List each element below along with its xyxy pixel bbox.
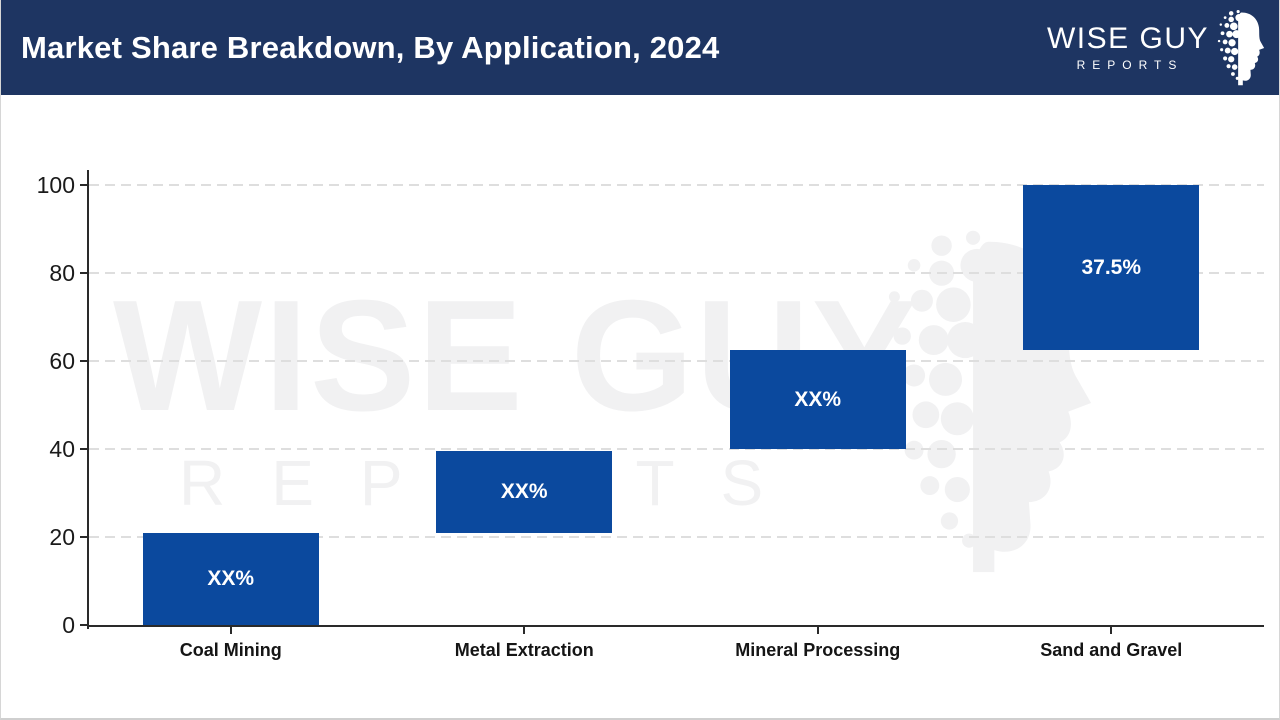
bar-value-label: XX% [500, 479, 548, 503]
y-tick-0 [80, 624, 87, 626]
logo-subtext: REPORTS [1076, 58, 1184, 72]
x-tick-3 [816, 627, 819, 634]
x-category-label: Mineral Processing [735, 640, 901, 660]
logo-text: WISE GUY REPORTS [1046, 22, 1209, 72]
bar-value-label: XX% [794, 387, 842, 411]
x-tick-1 [229, 627, 232, 634]
bar-coal-mining: XX% [142, 532, 319, 625]
gridline-100 [89, 184, 1264, 186]
y-tick-label-60: 60 [49, 348, 75, 374]
dots-face-icon [1217, 9, 1265, 85]
y-tick-60 [80, 360, 87, 362]
y-tick-label-100: 100 [36, 172, 75, 198]
bar-value-label: XX% [207, 566, 255, 590]
gridline-40 [89, 448, 1264, 450]
x-axis-line [87, 625, 1264, 627]
bar-sand-and-gravel: 37.5% [1023, 185, 1200, 350]
y-tick-80 [80, 272, 87, 274]
x-tick-4 [1110, 627, 1113, 634]
header: Market Share Breakdown, By Application, … [1, 0, 1279, 95]
x-tick-2 [523, 627, 526, 634]
bar-metal-extraction: XX% [436, 451, 613, 533]
x-category-label: Sand and Gravel [1040, 640, 1183, 660]
bar-value-label: 37.5% [1081, 255, 1142, 279]
logo-wordmark: WISE GUY [1046, 22, 1209, 55]
y-tick-100 [80, 184, 87, 186]
wise-guy-logo: WISE GUY REPORTS [1047, 7, 1265, 89]
y-tick-40 [80, 448, 87, 450]
y-tick-label-0: 0 [62, 612, 75, 638]
y-tick-label-80: 80 [49, 260, 75, 286]
x-category-label: Coal Mining [179, 640, 282, 660]
x-category-label: Metal Extraction [454, 640, 594, 660]
y-tick-label-40: 40 [49, 436, 75, 462]
gridline-80 [89, 272, 1264, 274]
gridline-20 [89, 536, 1264, 538]
bar-mineral-processing: XX% [729, 350, 906, 449]
page-title: Market Share Breakdown, By Application, … [21, 29, 720, 65]
y-tick-label-20: 20 [49, 524, 75, 550]
y-axis-line [87, 170, 89, 629]
gridline-60 [89, 360, 1264, 362]
y-tick-20 [80, 536, 87, 538]
